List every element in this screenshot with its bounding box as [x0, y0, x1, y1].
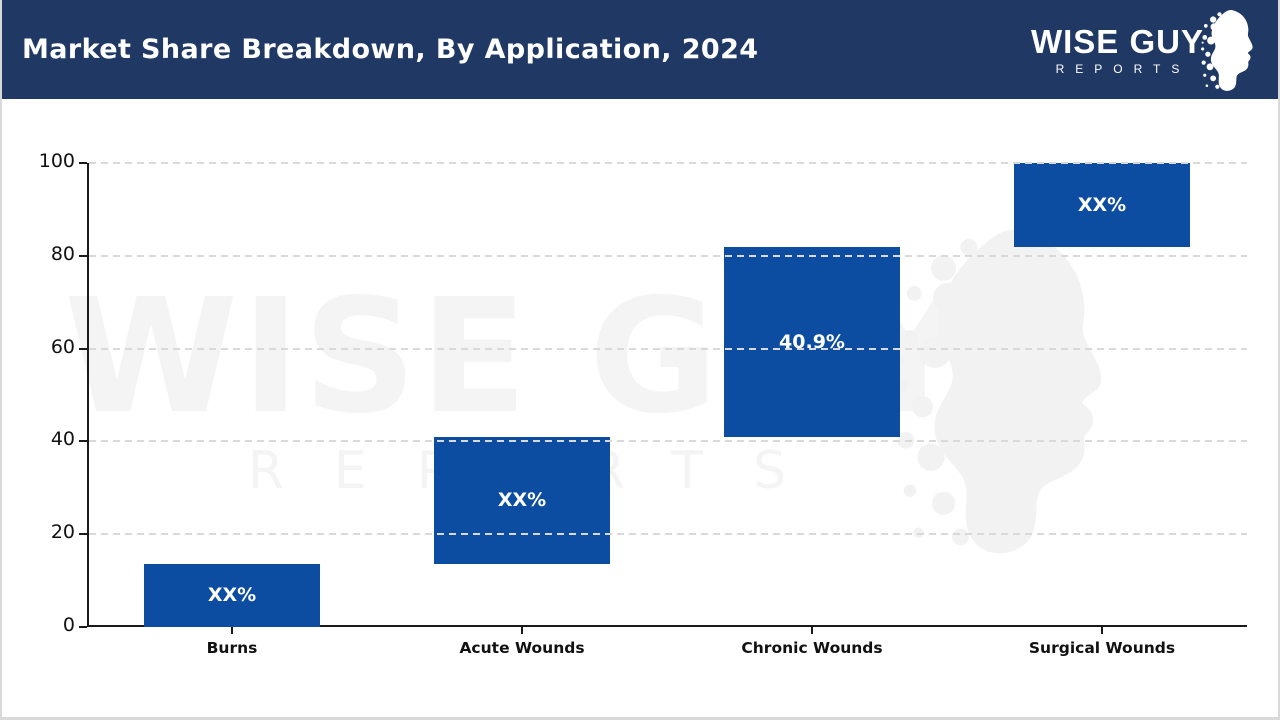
page-title: Market Share Breakdown, By Application, …: [22, 34, 759, 65]
brand-name: WISE GUY: [1030, 22, 1204, 60]
x-tick-mark: [521, 627, 523, 634]
gridline: [89, 440, 1247, 443]
y-tick-label: 100: [38, 150, 75, 172]
y-tick-mark: [79, 162, 87, 164]
y-tick-label: 40: [50, 428, 75, 451]
x-tick-label: Chronic Wounds: [741, 639, 883, 657]
bar-value-label: XX%: [497, 489, 547, 512]
gridline: [89, 533, 1247, 536]
bar-acute-wounds: XX%: [434, 436, 610, 564]
x-tick-label: Burns: [206, 639, 258, 657]
gridline: [89, 254, 1247, 257]
bar-value-label: 40.9%: [779, 330, 845, 353]
x-tick-label: Surgical Wounds: [1028, 639, 1176, 657]
y-tick-mark: [79, 533, 87, 536]
brand-logo-text: WISE GUY REPORTS: [1031, 25, 1204, 76]
x-tick-mark: [811, 627, 813, 634]
x-tick-mark: [1101, 627, 1103, 634]
x-tick-label: Acute Wounds: [459, 639, 585, 657]
brand-logo: WISE GUY REPORTS: [1031, 6, 1264, 94]
y-tick-label: 20: [50, 521, 75, 544]
y-tick-mark: [79, 347, 87, 350]
gridline: [89, 162, 1247, 164]
y-tick-mark: [79, 254, 87, 257]
gridline: [89, 347, 1247, 350]
bar-value-label: XX%: [207, 584, 257, 607]
bar-surgical-wounds: XX%: [1014, 163, 1190, 247]
y-tick-mark: [79, 626, 87, 628]
bar-chronic-wounds: 40.9%: [724, 246, 900, 437]
header-bar: Market Share Breakdown, By Application, …: [2, 0, 1278, 99]
y-tick-label: 60: [50, 335, 75, 358]
bar-burns: XX%: [144, 563, 320, 627]
x-tick-mark: [231, 627, 233, 634]
plot-frame: [87, 163, 1247, 627]
y-tick-label: 80: [50, 242, 75, 265]
brand-tagline: REPORTS: [1055, 61, 1191, 76]
bar-value-label: XX%: [1077, 193, 1127, 216]
y-tick-label: 0: [62, 614, 75, 636]
y-tick-mark: [79, 440, 87, 443]
